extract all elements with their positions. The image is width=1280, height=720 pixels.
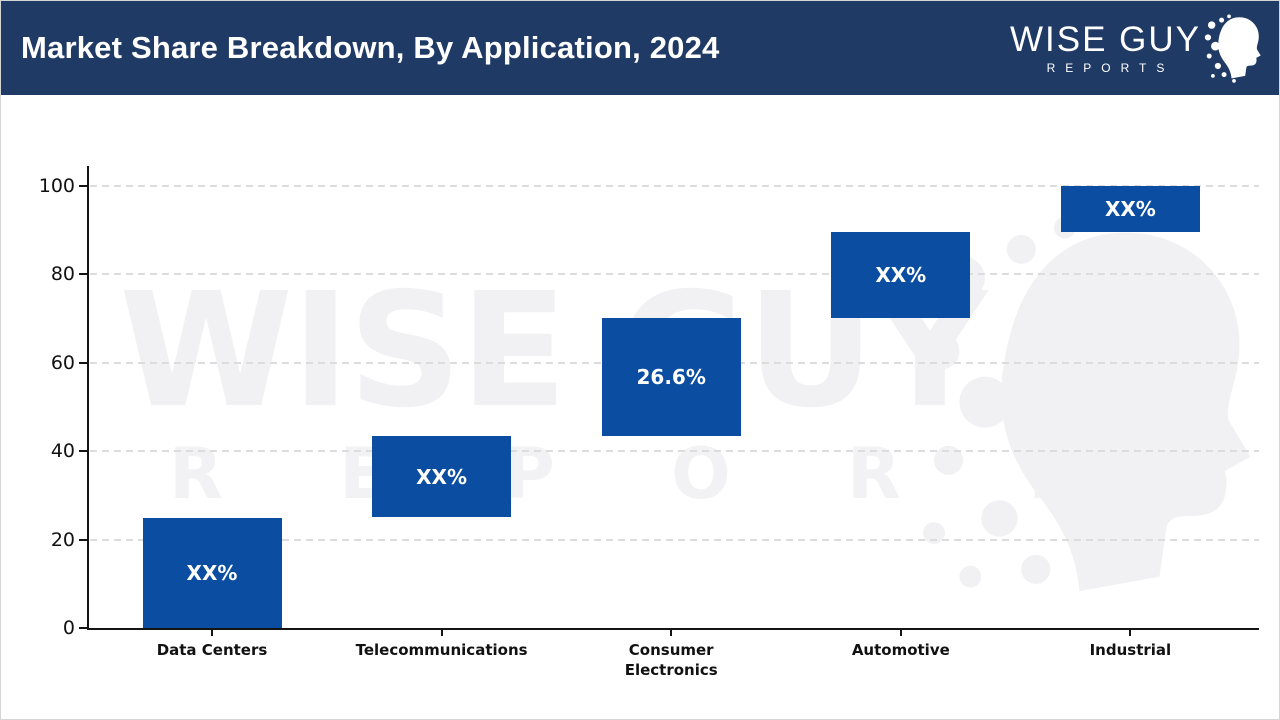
gridline	[90, 273, 1259, 276]
logo-brand-sub: REPORTS	[1046, 61, 1175, 75]
y-tick-label: 20	[50, 528, 75, 551]
x-category-label: Industrial	[1089, 641, 1172, 659]
y-tick-label: 80	[50, 263, 75, 286]
wiseguy-logo-text: WISE GUY REPORTS	[1010, 22, 1201, 74]
bar-data-centers: XX%	[142, 517, 282, 628]
y-axis-tick	[79, 538, 87, 541]
gridline	[90, 538, 1259, 541]
x-axis-tick	[899, 628, 902, 636]
bar-value-label: XX%	[186, 560, 238, 585]
y-axis-tick	[79, 627, 87, 629]
gridline	[90, 185, 1259, 187]
wiseguy-face-icon	[1204, 14, 1261, 83]
bar-automotive: XX%	[831, 232, 971, 319]
wiseguy-logo: WISE GUY REPORTS	[1010, 1, 1265, 95]
bar-value-label: XX%	[875, 263, 927, 288]
y-axis-tick	[79, 361, 87, 364]
bar-value-label: 26.6%	[636, 364, 706, 389]
x-axis-tick	[211, 628, 213, 636]
bar-value-label: XX%	[416, 464, 468, 489]
x-category-label: Consumer Electronics	[624, 641, 718, 680]
x-category-label: Data Centers	[156, 641, 268, 659]
y-tick-label: 60	[50, 351, 75, 374]
y-tick-label: 0	[62, 617, 75, 639]
x-category-label: Automotive	[851, 641, 950, 659]
header-bar: Market Share Breakdown, By Application, …	[1, 1, 1279, 95]
bar-telecommunications: XX%	[372, 435, 512, 518]
x-axis-tick	[1129, 628, 1132, 636]
bar-industrial: XX%	[1060, 186, 1200, 233]
gridline	[90, 450, 1259, 453]
y-axis-tick	[79, 450, 87, 453]
y-axis-tick	[79, 185, 87, 187]
x-axis-line	[87, 628, 1259, 630]
page-title: Market Share Breakdown, By Application, …	[21, 30, 720, 65]
bar-consumer-electronics: 26.6%	[601, 318, 741, 436]
watermark-face-icon	[923, 216, 1251, 592]
bar-value-label: XX%	[1104, 197, 1156, 222]
y-tick-label: 40	[50, 440, 75, 463]
y-axis-line	[87, 166, 89, 630]
x-axis-tick	[670, 628, 673, 636]
y-tick-label: 100	[38, 175, 75, 197]
y-axis-tick	[79, 273, 87, 276]
x-category-label: Telecommunications	[355, 641, 528, 659]
x-axis-tick	[440, 628, 443, 636]
logo-brand-name: WISE GUY	[1009, 20, 1201, 59]
